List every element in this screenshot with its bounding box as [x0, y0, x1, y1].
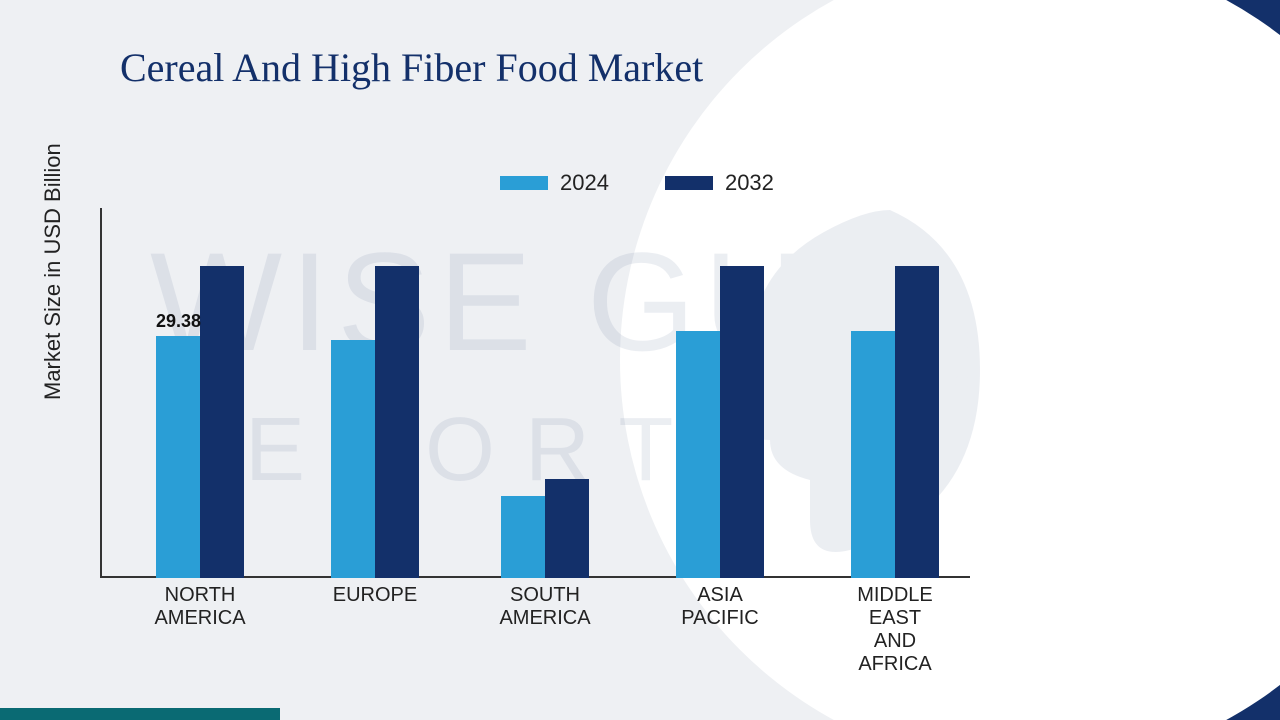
bar: 29.38: [156, 336, 200, 578]
legend-swatch-2032: [665, 176, 713, 190]
legend-label-2024: 2024: [560, 170, 609, 196]
y-axis-label: Market Size in USD Billion: [40, 143, 66, 400]
legend-label-2032: 2032: [725, 170, 774, 196]
bar-group: [501, 479, 589, 578]
bar: [851, 331, 895, 578]
y-axis-line: [100, 208, 102, 578]
bar: [331, 340, 375, 578]
legend-swatch-2024: [500, 176, 548, 190]
bar-chart: 29.38: [100, 208, 970, 578]
x-category-label: NORTHAMERICA: [130, 584, 270, 630]
bar: [676, 331, 720, 578]
bar: [895, 266, 939, 578]
x-category-label: MIDDLEEASTANDAFRICA: [825, 584, 965, 676]
x-category-label: EUROPE: [305, 584, 445, 607]
bar-group: 29.38: [156, 266, 244, 578]
bottom-accent-strip: [0, 708, 280, 720]
legend-item-2032: 2032: [665, 170, 774, 196]
x-category-label: ASIAPACIFIC: [650, 584, 790, 630]
bar-group: [851, 266, 939, 578]
brand-head-icon: [1186, 16, 1246, 88]
bar: [501, 496, 545, 578]
legend: 2024 2032: [500, 170, 774, 196]
bar: [375, 266, 419, 578]
bar: [545, 479, 589, 578]
legend-item-2024: 2024: [500, 170, 609, 196]
brand-logo: WISE GUY REPORTS: [1046, 22, 1240, 74]
x-category-label: SOUTHAMERICA: [475, 584, 615, 630]
x-axis-labels: NORTHAMERICA EUROPE SOUTHAMERICA ASIAPACIFI…: [100, 584, 970, 704]
chart-title: Cereal And High Fiber Food Market: [120, 44, 703, 91]
bar: [200, 266, 244, 578]
bar-group: [676, 266, 764, 578]
bar: [720, 266, 764, 578]
bar-value-label: 29.38: [156, 311, 200, 336]
bar-group: [331, 266, 419, 578]
